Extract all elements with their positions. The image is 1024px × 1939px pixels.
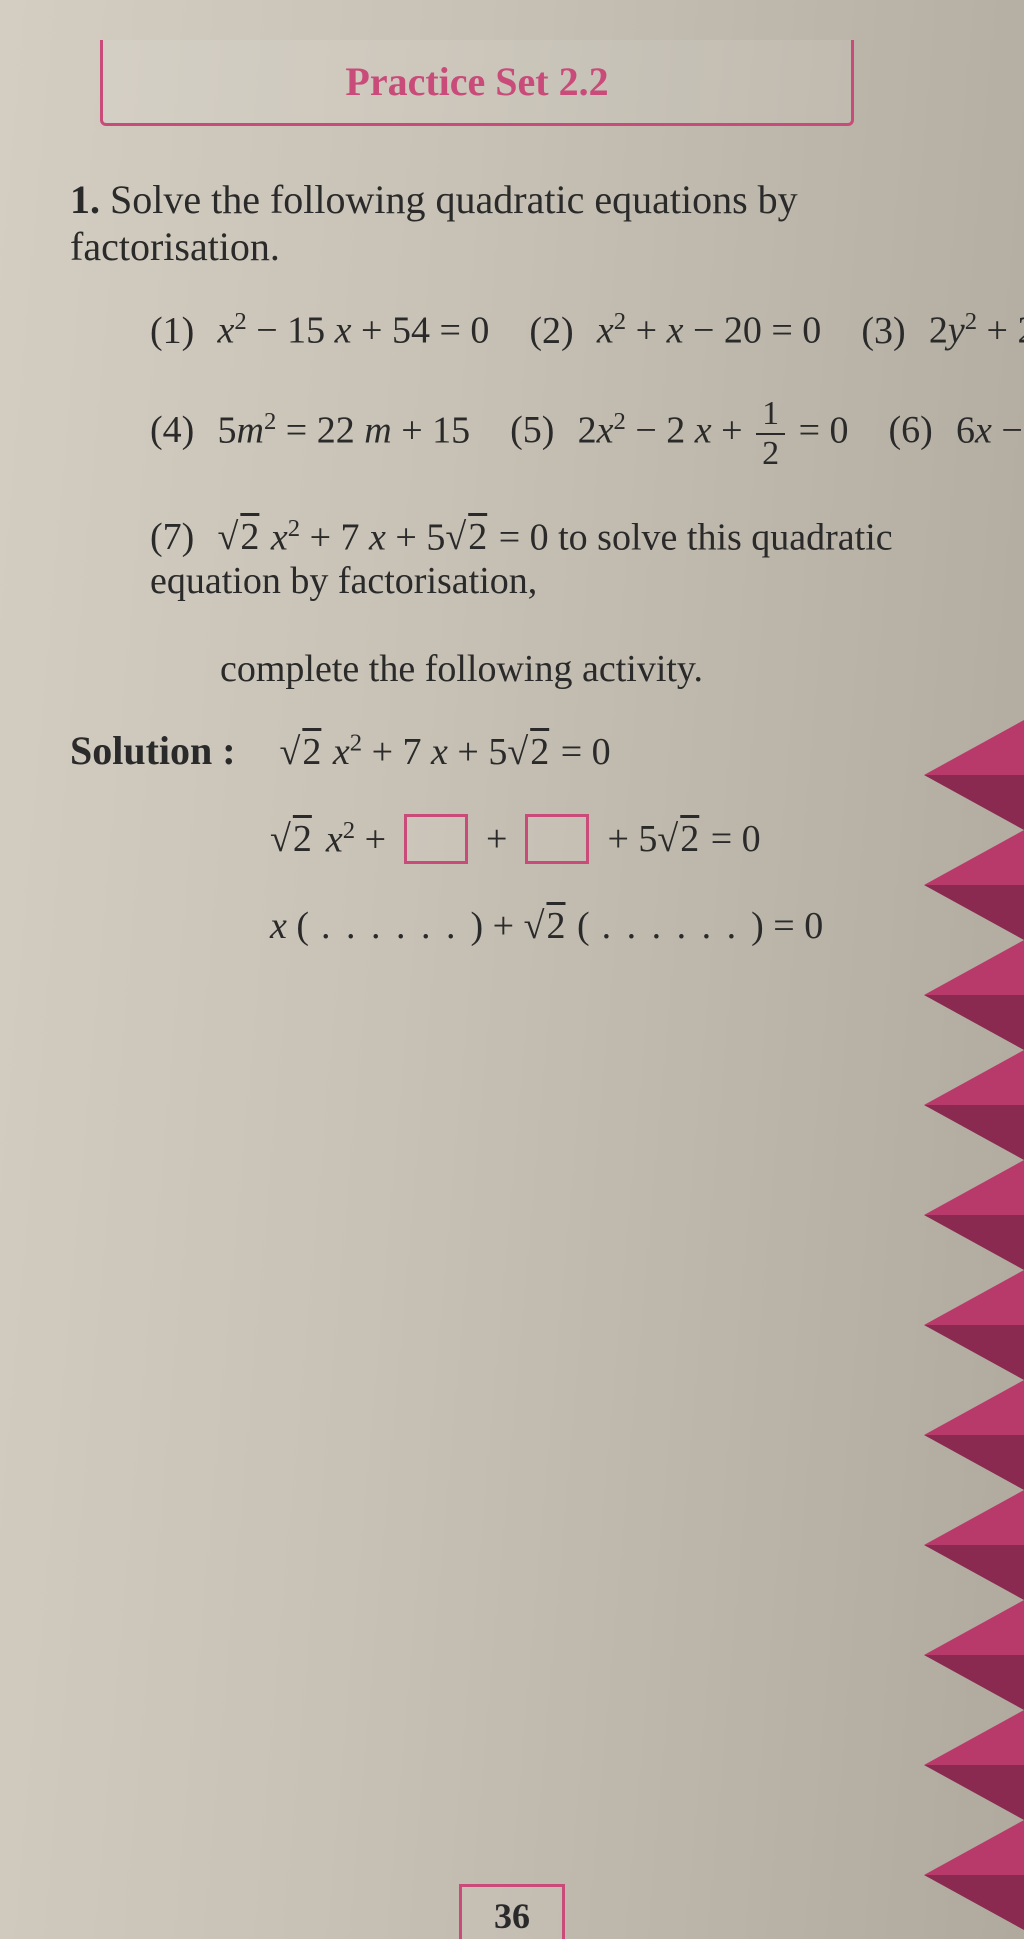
sqrt-icon: √2 <box>218 515 262 559</box>
sol2-plus: + <box>486 817 507 861</box>
solution-line-1: Solution : √2 x2 + 7 x + 5√2 = 0 <box>60 727 994 774</box>
sqrt-icon: √2 <box>507 730 551 774</box>
sol2-pre: x2 + <box>326 817 386 862</box>
equation-5: (5) 2x2 − 2 x + 1 2 = 0 <box>510 397 848 471</box>
sol3-mid: ) + √2 ( <box>471 904 590 948</box>
decorative-border <box>884 720 1024 1939</box>
page-number: 36 <box>459 1884 565 1939</box>
question-line: 1. Solve the following quadratic equatio… <box>60 176 994 270</box>
solution-line-3: x ( . . . . . . ) + √2 ( . . . . . . ) =… <box>60 904 994 948</box>
sqrt-icon: √2 <box>280 730 324 774</box>
sqrt-icon: √2 <box>270 817 314 861</box>
practice-set-header: Practice Set 2.2 <box>100 40 854 126</box>
equation-1: (1) x2 − 15 x + 54 = 0 <box>150 308 489 353</box>
equation-7-line2: complete the following activity. <box>60 647 994 691</box>
blank-dots-2[interactable]: . . . . . . <box>602 904 740 948</box>
equation-4: (4) 5m2 = 22 m + 15 <box>150 408 470 453</box>
page: Practice Set 2.2 1. Solve the following … <box>0 0 1024 1939</box>
solution-label: Solution : <box>70 727 270 774</box>
sol3-x: x ( <box>270 904 309 948</box>
sqrt-icon: √2 <box>445 515 489 559</box>
equation-7: (7) √2 x2 + 7 x + 5√2 = 0 to solve this … <box>60 515 994 604</box>
sqrt-icon: √2 <box>524 904 568 948</box>
equation-row-2: (4) 5m2 = 22 m + 15 (5) 2x2 − 2 x + 1 2 … <box>60 397 994 471</box>
question-text: Solve the following quadratic equations … <box>70 177 798 269</box>
solution-line-2: √2 x2 + + + 5√2 = 0 <box>60 814 994 864</box>
sol3-close: ) = 0 <box>751 904 823 948</box>
equation-3: (3) 2y2 + 27 y + 13 = 0 <box>861 308 1024 353</box>
equation-2: (2) x2 + x − 20 = 0 <box>529 308 821 353</box>
blank-dots-1[interactable]: . . . . . . <box>321 904 459 948</box>
equation-6: (6) 6x − 2 x = 1 <box>889 397 1024 471</box>
sol2-post: + 5√2 = 0 <box>607 817 760 861</box>
practice-set-title: Practice Set 2.2 <box>345 59 608 104</box>
blank-box-1[interactable] <box>404 814 468 864</box>
question-number: 1. <box>70 177 100 222</box>
equation-row-1: (1) x2 − 15 x + 54 = 0 (2) x2 + x − 20 =… <box>60 308 994 353</box>
blank-box-2[interactable] <box>525 814 589 864</box>
sqrt-icon: √2 <box>657 817 701 861</box>
fraction-half: 1 2 <box>756 397 785 471</box>
